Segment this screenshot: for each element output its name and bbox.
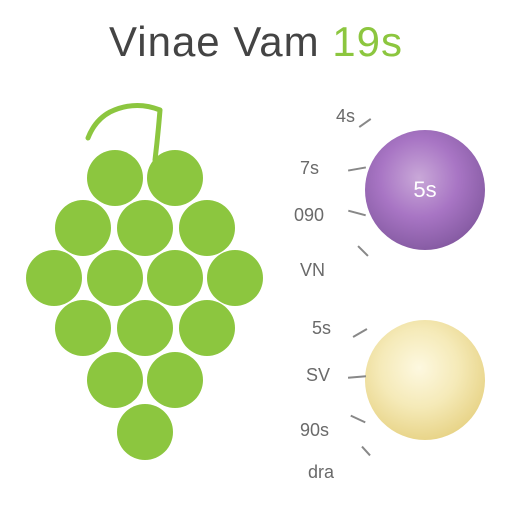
data-label: SV xyxy=(306,365,330,386)
title-word-3: 19s xyxy=(332,18,403,65)
grape-circle xyxy=(87,352,143,408)
grape-circle xyxy=(26,250,82,306)
grape-circle xyxy=(87,150,143,206)
grape-circle xyxy=(117,404,173,460)
grape-circle xyxy=(179,200,235,256)
grape-circle xyxy=(179,300,235,356)
grape-cluster-icon xyxy=(20,90,270,490)
yellow-sphere xyxy=(365,320,485,440)
data-label: 5s xyxy=(312,318,331,339)
title-heading: Vinae Vam 19s xyxy=(0,18,512,66)
grape-circle xyxy=(55,200,111,256)
data-label: 7s xyxy=(300,158,319,179)
tick-mark xyxy=(353,328,368,338)
purple-center-label: 5s xyxy=(413,177,436,203)
data-label: dra xyxy=(308,462,334,483)
title-word-2: Vam xyxy=(233,18,319,65)
grape-circle xyxy=(55,300,111,356)
grape-circle xyxy=(117,200,173,256)
data-label: VN xyxy=(300,260,325,281)
data-label: 90s xyxy=(300,420,329,441)
grape-circle xyxy=(87,250,143,306)
tick-mark xyxy=(348,375,366,379)
data-label: 4s xyxy=(336,106,355,127)
tick-mark xyxy=(348,210,366,217)
grape-circle xyxy=(147,352,203,408)
title-word-1: Vinae xyxy=(109,18,221,65)
tick-mark xyxy=(359,118,372,128)
grape-circle xyxy=(147,250,203,306)
tick-mark xyxy=(361,446,371,456)
grape-circle xyxy=(207,250,263,306)
tick-mark xyxy=(350,415,365,424)
tick-mark xyxy=(348,166,366,171)
data-label: 090 xyxy=(294,205,324,226)
grape-circle xyxy=(147,150,203,206)
tick-mark xyxy=(357,245,368,256)
purple-sphere: 5s xyxy=(365,130,485,250)
grape-circle xyxy=(117,300,173,356)
